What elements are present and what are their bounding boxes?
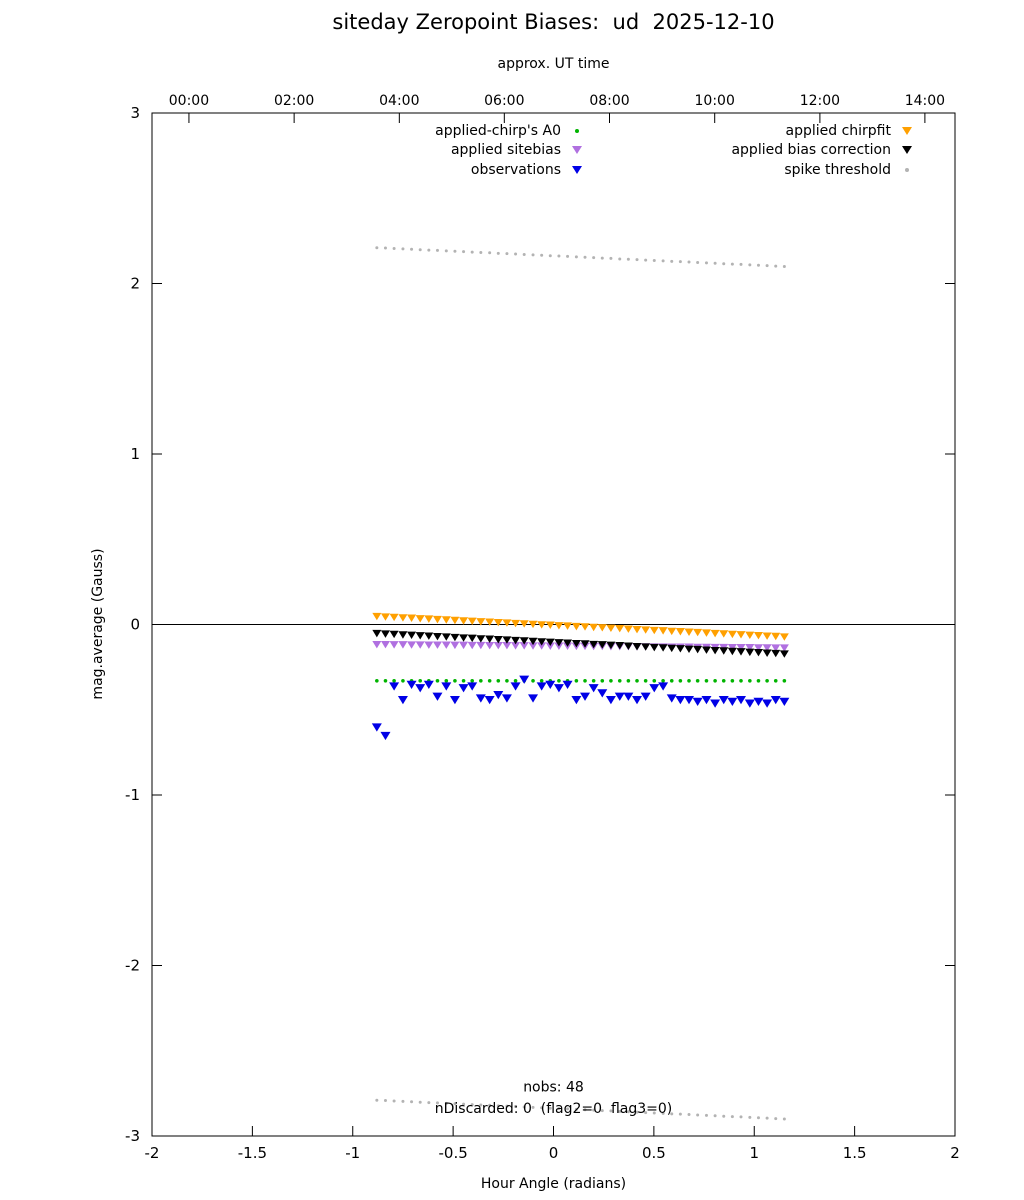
- x-axis-ticks: -2 -1.5 -1 -0.5 0 0.5 1 1.5 2: [145, 1126, 960, 1162]
- svg-text:0.5: 0.5: [642, 1144, 666, 1162]
- svg-text:1.5: 1.5: [843, 1144, 867, 1162]
- svg-text:00:00: 00:00: [169, 93, 209, 109]
- svg-text:02:00: 02:00: [274, 93, 314, 109]
- legend-entry: applied-chirp's A0: [253, 121, 583, 141]
- svg-text:04:00: 04:00: [379, 93, 419, 109]
- annotation: nobs: 48: [523, 1080, 584, 1096]
- top-axis-ticks: 00:00 02:00 04:00 06:00 08:00 10:00 12:00 14:00: [169, 93, 945, 123]
- annotation: nDiscarded: 0 (flag2=0 flag3=0): [435, 1101, 672, 1117]
- legend-entry: applied chirpfit: [583, 121, 913, 141]
- triangle-down-marker-icon: [571, 146, 583, 155]
- svg-text:12:00: 12:00: [800, 93, 840, 109]
- series-applied-chirp-s-a0: [375, 678, 787, 683]
- svg-text:10:00: 10:00: [695, 93, 735, 109]
- legend-label: applied chirpfit: [785, 122, 892, 139]
- triangle-down-marker-icon: [901, 126, 913, 135]
- svg-text:-0.5: -0.5: [438, 1144, 467, 1162]
- svg-text:-1: -1: [345, 1144, 360, 1162]
- svg-text:-3: -3: [125, 1127, 140, 1145]
- svg-text:-2: -2: [125, 957, 140, 975]
- svg-text:14:00: 14:00: [905, 93, 945, 109]
- dot-marker-icon: [571, 128, 583, 133]
- legend-entry: applied sitebias: [253, 141, 583, 161]
- svg-text:0: 0: [549, 1144, 559, 1162]
- svg-text:-1: -1: [125, 786, 140, 804]
- legend-label: observations: [470, 161, 561, 178]
- svg-text:3: 3: [130, 104, 140, 122]
- legend-label: applied bias correction: [731, 142, 891, 159]
- svg-text:1: 1: [130, 445, 140, 463]
- svg-text:06:00: 06:00: [484, 93, 524, 109]
- legend-label: applied-chirp's A0: [435, 122, 561, 139]
- series-spike-threshold-lower-: [375, 1098, 786, 1121]
- series-observations: [371, 675, 790, 741]
- series-applied-bias-correction: [372, 629, 789, 658]
- legend-entry: observations: [253, 160, 583, 180]
- svg-text:08:00: 08:00: [589, 93, 629, 109]
- x-axis-label: Hour Angle (radians): [480, 1176, 627, 1192]
- svg-text:-1.5: -1.5: [238, 1144, 267, 1162]
- top-axis-label: approx. UT time: [497, 56, 610, 72]
- svg-text:-2: -2: [145, 1144, 160, 1162]
- legend-label: applied sitebias: [450, 142, 561, 159]
- legend-column-0: applied-chirp's A0 applied sitebias observ…: [253, 121, 583, 180]
- svg-text:1: 1: [749, 1144, 759, 1162]
- dot-marker-icon: [901, 167, 913, 172]
- legend-column-1: applied chirpfit applied bias correction s…: [583, 121, 913, 180]
- chart-title: siteday Zeropoint Biases: ud 2025-12-10: [332, 10, 775, 34]
- legend-entry: spike threshold: [583, 160, 913, 180]
- series-spike-threshold-upper-: [375, 246, 786, 268]
- series-applied-chirpfit: [372, 612, 789, 641]
- legend-entry: applied bias correction: [583, 141, 913, 161]
- triangle-down-marker-icon: [571, 165, 583, 174]
- triangle-down-marker-icon: [901, 146, 913, 155]
- svg-text:2: 2: [950, 1144, 960, 1162]
- y-axis-ticks: -3 -2 -1 0 1 2 3: [125, 104, 955, 1145]
- legend-label: spike threshold: [784, 161, 891, 178]
- svg-text:2: 2: [130, 275, 140, 293]
- svg-text:0: 0: [130, 616, 140, 634]
